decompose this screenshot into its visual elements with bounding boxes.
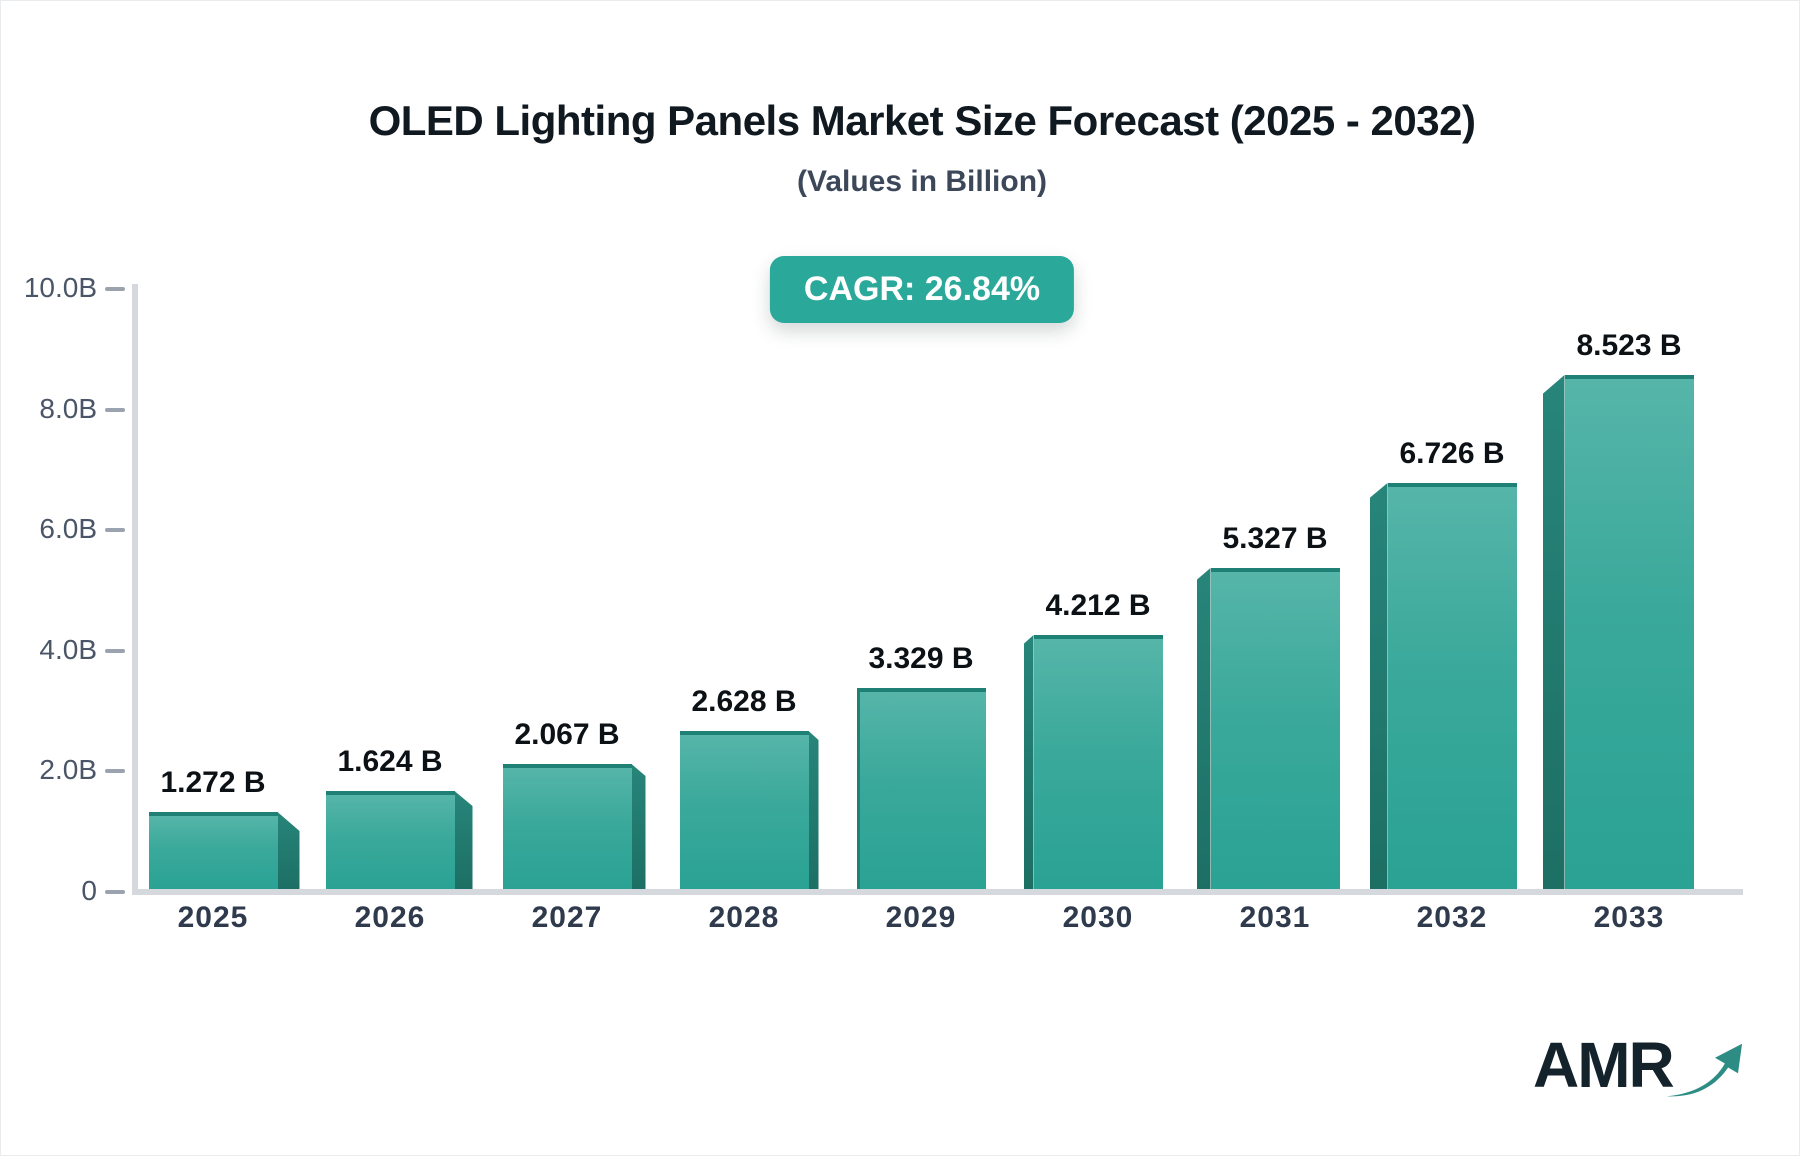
bar-value-label: 5.327 B [1222,522,1328,555]
y-axis-tick-label: 0 [81,875,97,906]
bar-value-label: 1.624 B [337,745,443,778]
amr-logo: AMR [1533,1029,1747,1103]
x-axis-label: 2029 [885,901,957,934]
y-axis-tick-mark [105,890,125,894]
y-axis-tick-label: 8.0B [39,392,97,424]
bar [856,688,986,889]
bar [325,791,455,889]
y-axis-tick-mark [105,769,125,774]
bar-3d-side [277,812,300,889]
y-axis-tick-label: 10.0B [23,272,97,303]
x-axis-label: 2025 [177,901,249,934]
bar-value-label: 6.726 B [1399,437,1505,470]
x-axis-label: 2030 [1062,901,1134,934]
y-axis-tick-label: 6.0B [39,513,97,545]
bar-value-label: 1.272 B [160,766,266,799]
y-axis-line [132,284,138,895]
x-axis-label: 2027 [531,901,603,934]
y-axis-tick-mark [105,407,125,412]
y-axis-tick-mark [105,648,125,653]
bar-3d-side [1023,635,1034,889]
x-axis-label: 2028 [708,901,780,934]
bar-value-label: 4.212 B [1045,589,1151,622]
bar-3d-side [808,731,819,889]
bar-3d-side [1196,568,1211,889]
bar-3d-side [454,791,473,889]
x-axis-label: 2031 [1239,901,1311,934]
y-axis-tick-label: 4.0B [39,633,97,665]
y-axis-tick-label: 2.0B [39,754,97,786]
bar [1033,635,1163,889]
bar [148,812,278,889]
bar-value-label: 2.628 B [691,685,797,718]
bar-value-label: 3.329 B [868,642,974,675]
bar [502,764,632,889]
x-axis-label: 2033 [1593,901,1665,934]
bar-3d-side [631,764,646,889]
bar [1210,568,1340,889]
amr-logo-text: AMR [1533,1029,1675,1101]
bar [679,731,809,889]
x-axis-label: 2032 [1416,901,1488,934]
bar-value-label: 8.523 B [1576,329,1682,362]
bar-value-label: 2.067 B [514,718,620,751]
y-axis-tick-mark [105,528,125,533]
growth-arrow-icon [1666,1043,1742,1097]
bar-3d-side [1369,483,1388,889]
x-axis-baseline [132,889,1743,895]
bar [1387,483,1517,889]
bar-3d-side [1542,375,1565,889]
cagr-badge: CAGR: 26.84% [769,256,1075,323]
bar [1564,375,1694,889]
chart-subtitle: (Values in Billion) [796,165,1048,198]
y-axis-tick-mark [105,287,125,291]
x-axis-label: 2026 [354,901,426,934]
chart-title: OLED Lighting Panels Market Size Forecas… [368,97,1476,144]
